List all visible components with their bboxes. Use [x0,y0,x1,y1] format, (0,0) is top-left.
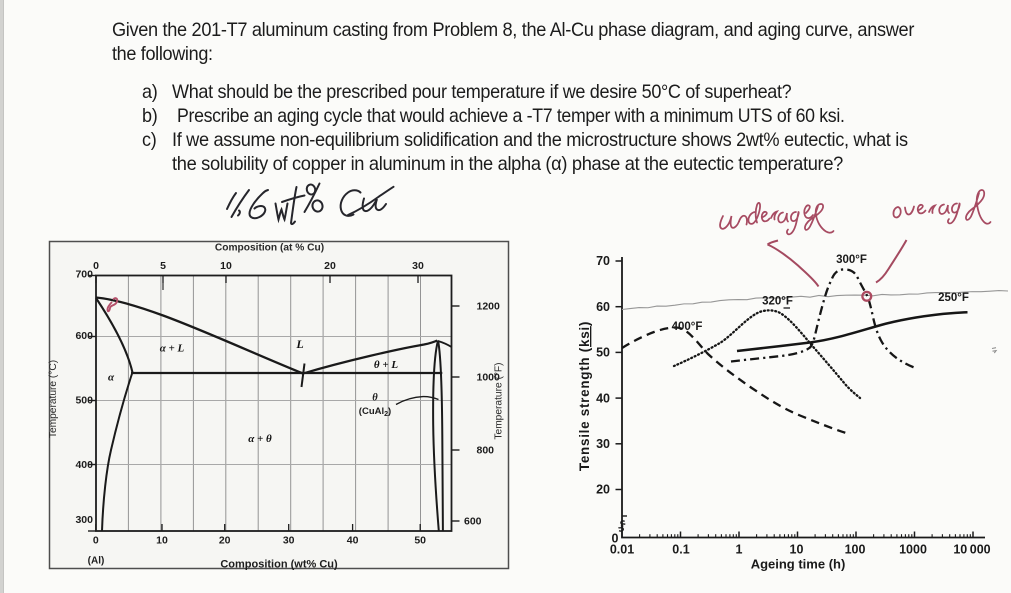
svg-text:800: 800 [477,445,495,457]
svg-text:Composition (at % Cu): Composition (at % Cu) [215,243,324,254]
svg-text:50: 50 [414,535,426,547]
svg-text:1000: 1000 [477,372,501,384]
svg-text:1000: 1000 [899,543,927,557]
svg-text:Temperature (°C): Temperature (°C) [48,360,59,438]
svg-text:60: 60 [596,300,610,314]
svg-text:50: 50 [596,346,610,360]
svg-text:0: 0 [93,260,99,272]
svg-text:250°F: 250°F [938,292,969,304]
svg-text:Tensile strength (ksi): Tensile strength (ksi) [577,321,592,471]
svg-text:θ + L: θ + L [374,359,398,371]
svg-text:Ageing time (h): Ageing time (h) [751,557,846,572]
svg-text:70: 70 [596,254,610,268]
svg-text:20: 20 [324,260,336,272]
svg-text:400: 400 [75,459,93,471]
svg-text:20: 20 [596,483,610,497]
svg-text:30: 30 [283,535,295,547]
svg-text:Temperature (°F): Temperature (°F) [494,362,505,439]
svg-text:10: 10 [220,260,232,272]
svg-text:0: 0 [612,532,619,546]
svg-text:10: 10 [790,543,804,557]
svg-text:0.01: 0.01 [610,543,634,557]
svg-text:α + θ: α + θ [248,433,272,445]
svg-text:320°F: 320°F [762,296,793,308]
svg-text:600: 600 [75,330,93,342]
svg-text:1200: 1200 [477,301,501,313]
svg-text:20: 20 [219,535,231,547]
svg-text:500: 500 [75,395,93,407]
svg-text:400°F: 400°F [672,321,703,333]
svg-text:10 000: 10 000 [953,543,990,557]
svg-text:(Al): (Al) [88,556,105,567]
svg-text:700: 700 [75,269,93,281]
svg-text:0: 0 [93,535,99,547]
svg-text:α: α [108,372,115,384]
svg-text:30: 30 [596,437,610,451]
svg-text:300: 300 [75,514,93,526]
svg-text:300°F: 300°F [836,254,867,266]
svg-text:5: 5 [160,260,166,272]
svg-text:1: 1 [736,543,743,557]
svg-text:40: 40 [596,391,610,405]
svg-text:0.1: 0.1 [672,543,689,557]
svg-text:(CuAl2): (CuAl2) [359,406,391,418]
svg-text:100: 100 [845,543,866,557]
svg-text:L: L [295,337,303,351]
svg-text:600: 600 [464,516,482,528]
svg-text:θ: θ [372,393,378,404]
svg-text:30: 30 [412,260,424,272]
svg-text:α + L: α + L [160,343,185,355]
svg-text:10: 10 [156,535,168,547]
svg-text:Composition (wt% Cu): Composition (wt% Cu) [220,559,338,571]
svg-text:40: 40 [347,535,359,547]
